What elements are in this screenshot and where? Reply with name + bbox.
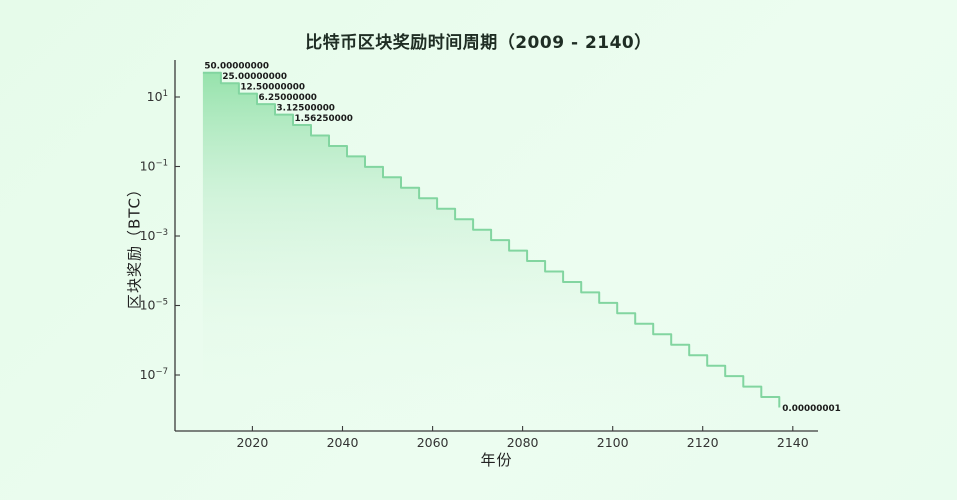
- x-axis-label: 年份: [480, 451, 513, 469]
- annotation-label: 25.00000000: [222, 72, 287, 82]
- chart-title: 比特币区块奖励时间周期（2009 - 2140）: [305, 33, 652, 53]
- annotation-label: 12.50000000: [240, 83, 305, 93]
- y-axis-label: 区块奖励（BTC）: [125, 180, 144, 310]
- x-tick-label: 2040: [327, 435, 359, 450]
- annotation-label: 6.25000000: [259, 93, 317, 103]
- x-tick-label: 2060: [417, 435, 449, 450]
- reward-step-line: [202, 71, 781, 408]
- x-tick-label: 2100: [597, 435, 629, 450]
- x-tick-label: 2020: [236, 435, 268, 450]
- x-tick-label: 2140: [777, 435, 809, 450]
- y-tick-label: 10−7: [140, 367, 168, 382]
- x-tick-label: 2120: [687, 435, 719, 450]
- annotation-label: 3.12500000: [277, 104, 335, 114]
- annotation-label: 1.56250000: [295, 114, 353, 124]
- annotation-label: 0.00000001: [782, 404, 840, 414]
- annotation-label: 50.00000000: [204, 62, 269, 72]
- y-tick-label: 10−1: [140, 159, 168, 174]
- reward-area-fill: [202, 72, 780, 431]
- x-tick-label: 2080: [507, 435, 539, 450]
- y-tick-label: 101: [147, 89, 168, 104]
